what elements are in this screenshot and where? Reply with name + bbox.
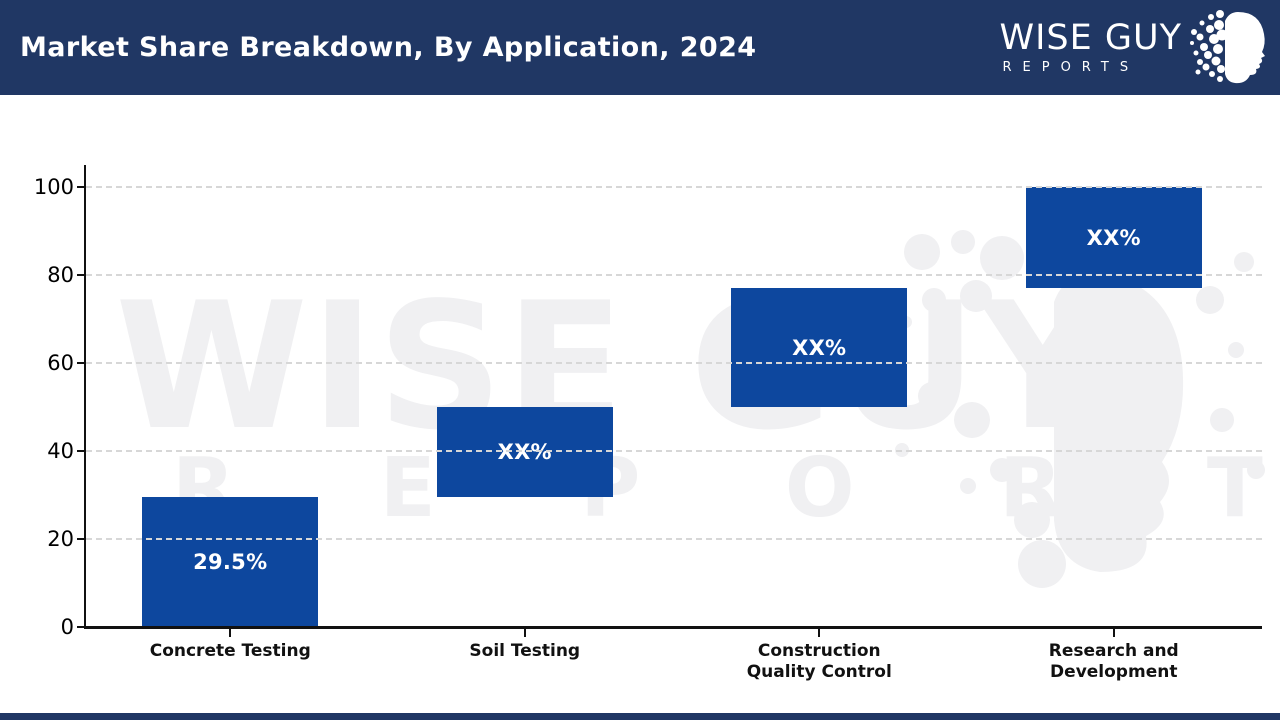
x-category-label: Construction Quality Control <box>679 641 959 683</box>
gridline <box>86 362 1262 364</box>
x-tick-mark <box>523 629 526 637</box>
bar: XX% <box>731 288 908 407</box>
header: Market Share Breakdown, By Application, … <box>0 0 1280 95</box>
y-tick-mark <box>77 626 85 628</box>
bar-value-label: XX% <box>1086 225 1141 250</box>
x-category-label-line: Quality Control <box>746 662 892 682</box>
logo-wordmark-line1: WISE GUY <box>999 18 1182 58</box>
x-tick-mark <box>229 629 232 637</box>
bar-value-label: XX% <box>792 335 847 360</box>
logo-wordmark-line2: REPORTS <box>1002 60 1140 75</box>
gridline <box>86 450 1262 452</box>
x-category-label-line: Soil Testing <box>469 641 581 661</box>
y-tick-mark <box>77 186 85 188</box>
footer-bar <box>0 713 1280 720</box>
y-tick-label: 20 <box>47 527 74 551</box>
y-tick-mark <box>77 450 85 452</box>
y-tick-mark <box>77 538 85 540</box>
y-tick-label: 60 <box>47 351 74 375</box>
y-axis-line <box>84 165 86 627</box>
y-tick-label: 100 <box>33 175 74 199</box>
x-category-label-line: Research and <box>1048 641 1179 661</box>
x-category-label-line: Construction <box>757 641 881 661</box>
gridline <box>86 274 1262 276</box>
x-category-label: Soil Testing <box>385 641 665 662</box>
bar: 29.5% <box>142 497 319 627</box>
y-tick-label: 40 <box>47 439 74 463</box>
brand-logo: WISE GUY REPORTS <box>999 6 1268 90</box>
x-axis-line <box>84 626 1262 629</box>
x-tick-mark <box>818 629 821 637</box>
page-title: Market Share Breakdown, By Application, … <box>20 32 757 63</box>
x-category-label: Concrete Testing <box>90 641 370 662</box>
bar-value-label: XX% <box>497 440 552 465</box>
gridline <box>86 538 1262 540</box>
y-tick-mark <box>77 274 85 276</box>
logo-wordmark: WISE GUY REPORTS <box>999 18 1182 76</box>
x-category-label-line: Concrete Testing <box>149 641 311 661</box>
gridline <box>86 186 1262 188</box>
x-category-label-line: Development <box>1050 662 1178 682</box>
bar: XX% <box>1025 187 1202 289</box>
logo-head-icon <box>1190 10 1265 84</box>
x-tick-mark <box>1112 629 1115 637</box>
y-tick-mark <box>77 362 85 364</box>
bar-value-label: 29.5% <box>193 550 268 575</box>
x-category-label: Research and Development <box>974 641 1254 683</box>
y-tick-label: 0 <box>60 615 74 639</box>
y-tick-label: 80 <box>47 263 74 287</box>
bar: XX% <box>436 407 613 498</box>
